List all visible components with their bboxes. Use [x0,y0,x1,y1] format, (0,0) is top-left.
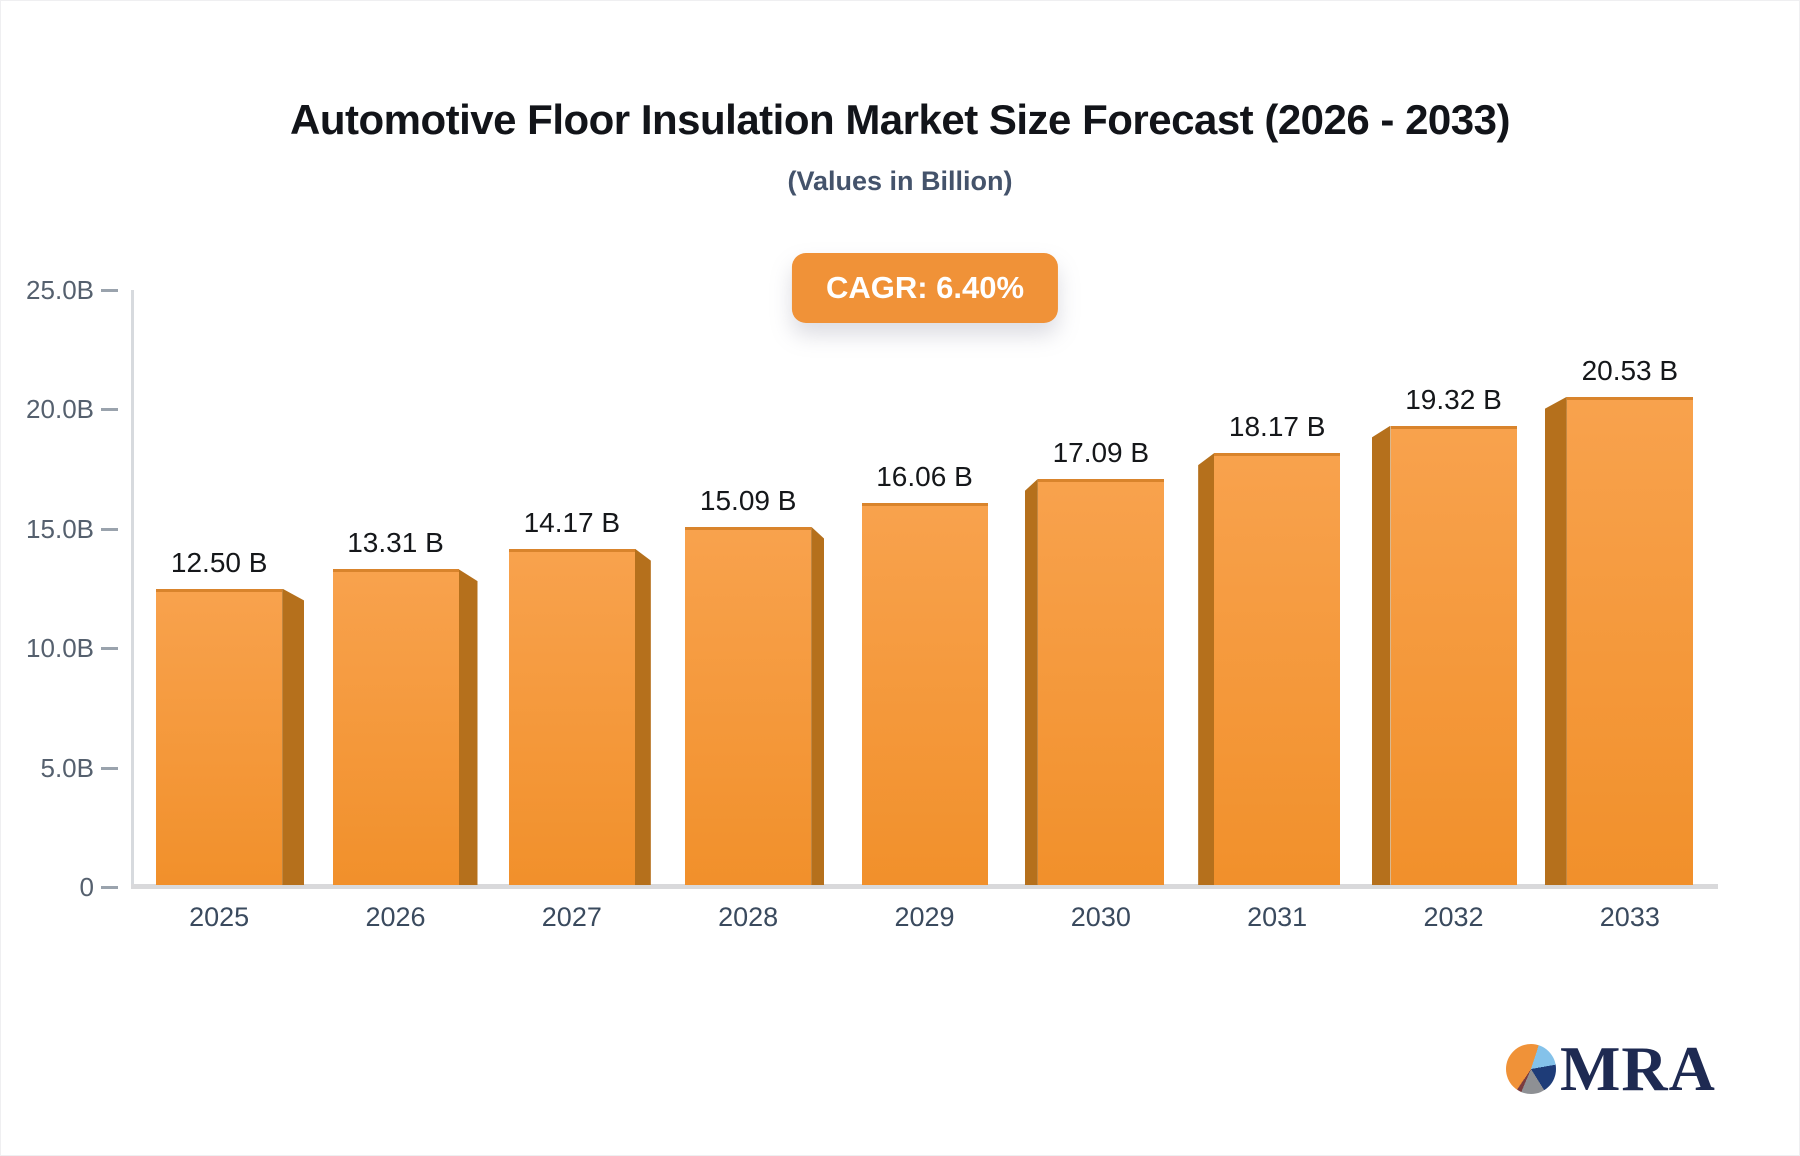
x-axis-label-2031: 2031 [1247,902,1308,932]
bar-2033 [1566,396,1693,885]
y-tick-mark [101,289,118,292]
bar-2031 [1214,453,1341,885]
y-tick-mark [101,647,118,651]
y-tick-label: 5.0B [40,752,95,783]
bar-3d-side-2027 [634,548,651,885]
x-axis-baseline [131,884,1718,889]
mra-logo-text: MRA [1560,1033,1716,1104]
bar-value-label: 16.06 B [876,461,973,493]
x-axis-label-2029: 2029 [894,902,955,932]
bar-value-label: 19.32 B [1405,383,1502,415]
bar-value-label: 20.53 B [1581,354,1679,386]
x-axis-label-2027: 2027 [541,902,602,932]
bar-2026 [332,569,459,885]
y-axis-line [131,290,134,887]
bar-3d-side-2032 [1371,425,1391,885]
bar-3d-side-2033 [1544,396,1567,885]
bar-value-label: 15.09 B [699,484,797,516]
y-tick-mark [101,886,118,889]
bar-3d-side-2030 [1024,478,1038,885]
y-tick-label: 10.0B [26,633,94,664]
bar-3d-side-2031 [1198,453,1215,885]
bar-3d-side-2026 [458,569,478,885]
y-tick-label: 25.0B [26,275,94,305]
x-axis-label-2025: 2025 [189,902,250,932]
y-tick-mark [101,527,118,531]
bar-value-label: 18.17 B [1228,411,1326,443]
y-tick-mark [101,766,118,770]
y-tick-mark [101,408,118,412]
x-axis-label-2032: 2032 [1423,902,1484,932]
bar-value-label: 13.31 B [347,527,444,559]
bar-3d-side-2025 [282,588,305,885]
x-axis-label-2033: 2033 [1599,902,1660,932]
x-axis-label-2030: 2030 [1070,902,1131,932]
bar-2027 [508,548,635,885]
chart-subtitle: (Values in Billion) [787,166,1013,196]
chart-title: Automotive Floor Insulation Market Size … [290,96,1511,143]
y-tick-label: 20.0B [26,394,94,425]
pie-chart-logo-icon [1506,1044,1556,1094]
bar-2028 [685,526,812,885]
mra-logo: MRA [1506,1033,1716,1104]
bar-value-label: 17.09 B [1052,436,1150,468]
bar-value-label: 14.17 B [523,506,621,538]
bar-2030 [1037,478,1164,885]
bar-3d-side-2028 [811,526,825,885]
bar-2032 [1390,425,1517,885]
bar-value-label: 12.50 B [170,546,268,578]
y-tick-label: 15.0B [26,513,94,544]
x-axis-label-2028: 2028 [718,902,779,932]
bar-2029 [861,503,988,885]
x-axis-label-2026: 2026 [365,902,426,932]
y-tick-label: 0 [79,872,94,902]
bar-2025 [156,588,283,885]
cagr-badge: CAGR: 6.40% [791,253,1059,323]
